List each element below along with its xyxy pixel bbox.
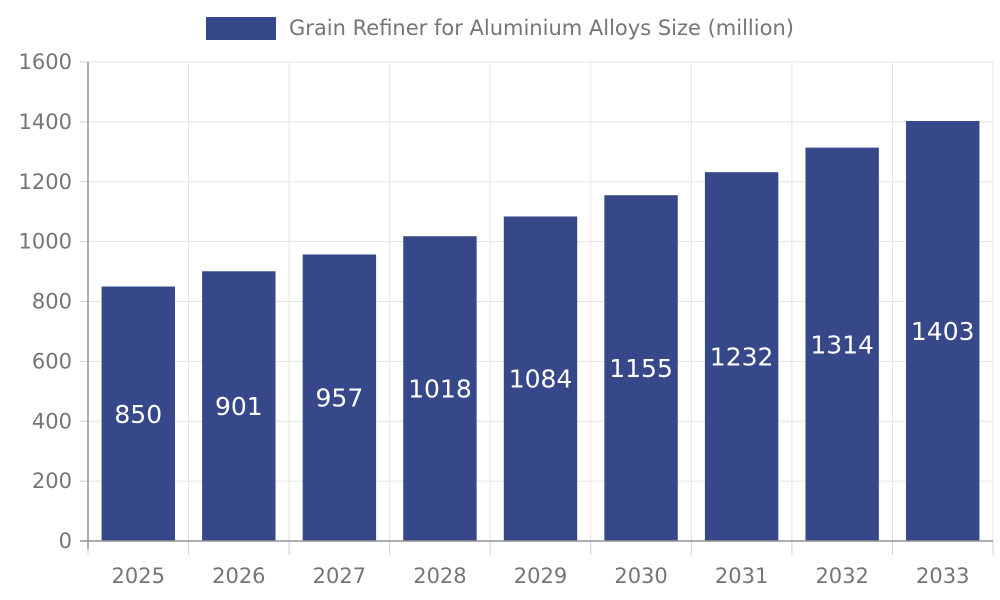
legend[interactable]: Grain Refiner for Aluminium Alloys Size … [0,15,1000,41]
x-tick-label: 2033 [916,564,969,588]
y-tick-label: 400 [32,409,72,433]
x-tick-label: 2028 [413,564,466,588]
bar-value-label: 1232 [710,343,774,372]
bar-2033[interactable] [906,120,980,542]
x-tick-label: 2030 [614,564,667,588]
x-tick-label: 2027 [313,564,366,588]
bar-value-label: 1084 [509,365,573,394]
bar-value-label: 957 [316,384,364,413]
bar-2028[interactable] [403,236,477,541]
bar-2026[interactable] [202,271,276,541]
y-tick-label: 0 [59,529,72,553]
y-tick-label: 600 [32,349,72,373]
bar-value-label: 1018 [408,375,472,404]
bar-2031[interactable] [704,172,779,542]
x-tick-label: 2032 [815,564,868,588]
legend-label: Grain Refiner for Aluminium Alloys Size … [289,16,794,40]
bar-value-label: 901 [215,392,263,421]
x-tick-label: 2031 [715,564,768,588]
y-tick-label: 800 [32,290,72,314]
y-tick-label: 1400 [19,110,72,134]
x-tick-label: 2029 [514,564,567,588]
y-tick-label: 1000 [19,230,72,254]
bar-2025[interactable] [101,286,175,541]
bar-value-label: 1314 [810,330,874,359]
bar-2027[interactable] [302,254,377,542]
y-tick-label: 200 [32,469,72,493]
bar-2032[interactable] [805,147,879,541]
bar-value-label: 850 [114,400,162,429]
y-tick-label: 1600 [19,50,72,74]
y-tick-label: 1200 [19,170,72,194]
x-tick-label: 2025 [112,564,165,588]
legend-swatch [206,16,277,40]
bar-2030[interactable] [604,195,678,542]
bar-2029[interactable] [503,216,578,542]
x-tick-label: 2026 [212,564,265,588]
bar-value-label: 1155 [609,354,673,383]
bar-value-label: 1403 [911,317,975,346]
